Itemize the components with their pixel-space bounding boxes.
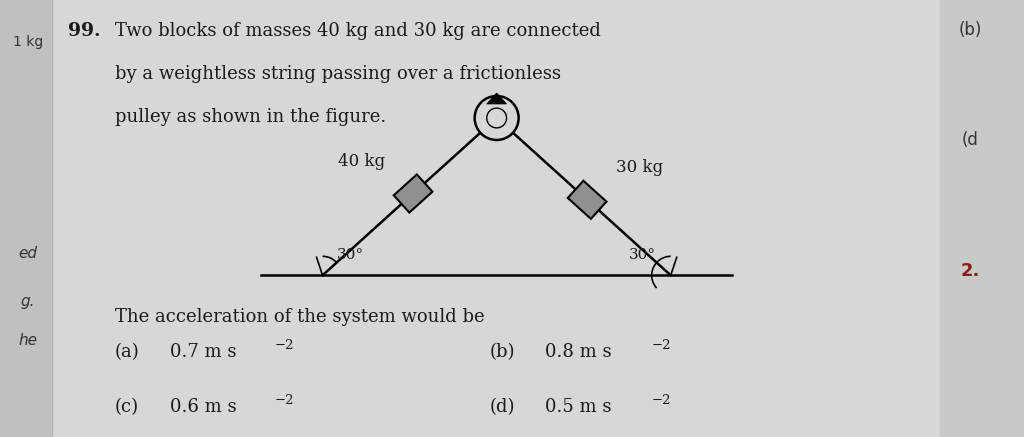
Text: (d: (d: [962, 131, 979, 149]
Text: 2.: 2.: [961, 262, 980, 280]
Text: 40 kg: 40 kg: [338, 153, 385, 170]
Text: The acceleration of the system would be: The acceleration of the system would be: [115, 308, 484, 326]
Circle shape: [486, 108, 507, 128]
Text: 30°: 30°: [337, 248, 365, 262]
Text: pulley as shown in the figure.: pulley as shown in the figure.: [115, 108, 386, 126]
Text: (b): (b): [958, 21, 982, 39]
Text: 30 kg: 30 kg: [615, 160, 663, 176]
Text: 99.: 99.: [68, 22, 100, 40]
Text: 0.5 m s: 0.5 m s: [545, 398, 611, 416]
Bar: [0, 0, 52, 437]
Text: by a weightless string passing over a frictionless: by a weightless string passing over a fr…: [115, 65, 561, 83]
Text: 30°: 30°: [629, 248, 656, 262]
Text: 0.6 m s: 0.6 m s: [170, 398, 237, 416]
Text: (d): (d): [490, 398, 515, 416]
Text: −2: −2: [275, 339, 295, 352]
Polygon shape: [568, 181, 606, 219]
Text: g.: g.: [20, 294, 35, 309]
Text: ed: ed: [18, 246, 38, 261]
Bar: [940, 0, 1024, 437]
Text: −2: −2: [652, 339, 672, 352]
Text: −2: −2: [275, 394, 295, 407]
Polygon shape: [486, 93, 507, 104]
Text: 0.7 m s: 0.7 m s: [170, 343, 237, 361]
Text: Two blocks of masses 40 kg and 30 kg are connected: Two blocks of masses 40 kg and 30 kg are…: [115, 22, 601, 40]
Text: (c): (c): [115, 398, 139, 416]
Polygon shape: [394, 174, 432, 212]
Text: −2: −2: [652, 394, 672, 407]
Text: 1 kg: 1 kg: [13, 35, 43, 49]
Text: (a): (a): [115, 343, 139, 361]
Text: 0.8 m s: 0.8 m s: [545, 343, 611, 361]
Circle shape: [475, 96, 518, 140]
Text: he: he: [18, 333, 38, 348]
Text: (b): (b): [490, 343, 515, 361]
